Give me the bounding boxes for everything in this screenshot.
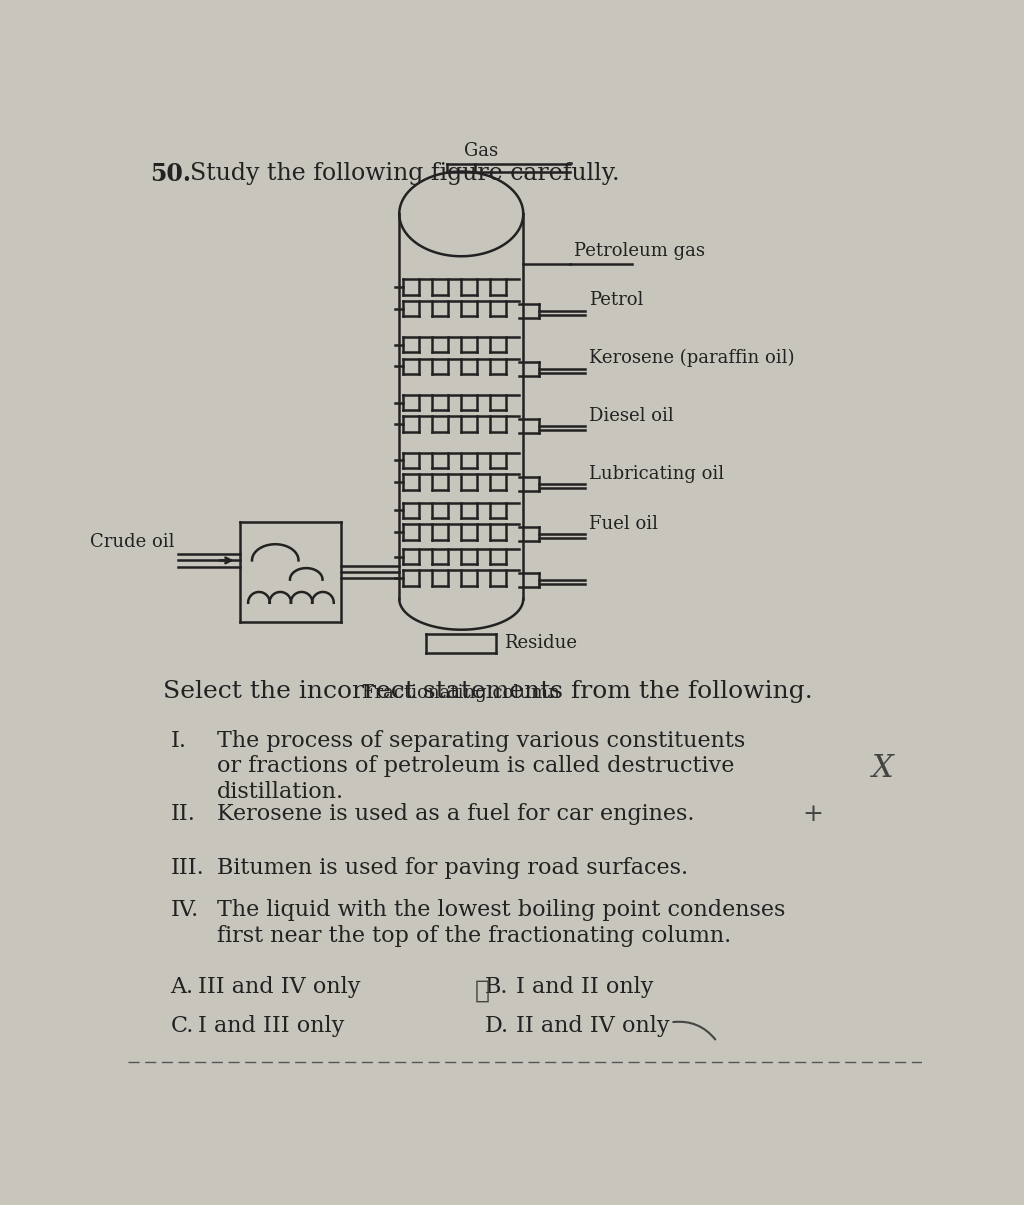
Text: Fuel oil: Fuel oil xyxy=(589,515,658,533)
Text: ✓: ✓ xyxy=(475,980,490,1003)
Text: X: X xyxy=(872,753,894,784)
Text: Select the incorrect statements from the following.: Select the incorrect statements from the… xyxy=(163,680,813,703)
Text: Diesel oil: Diesel oil xyxy=(589,407,674,425)
Text: I and III only: I and III only xyxy=(198,1015,344,1036)
Text: II and IV only: II and IV only xyxy=(515,1015,669,1036)
Text: D.: D. xyxy=(484,1015,509,1036)
Text: Fractionating column: Fractionating column xyxy=(362,683,560,701)
Text: I and II only: I and II only xyxy=(515,976,653,998)
Text: 50.: 50. xyxy=(150,161,190,186)
Text: Kerosene (paraffin oil): Kerosene (paraffin oil) xyxy=(589,349,795,368)
Text: II.: II. xyxy=(171,803,196,825)
Text: Bitumen is used for paving road surfaces.: Bitumen is used for paving road surfaces… xyxy=(217,857,688,878)
Text: III.: III. xyxy=(171,857,205,878)
Text: Study the following figure carefully.: Study the following figure carefully. xyxy=(190,161,620,184)
Text: The process of separating various constituents
or fractions of petroleum is call: The process of separating various consti… xyxy=(217,730,745,803)
Text: Residue: Residue xyxy=(504,634,577,652)
Text: I.: I. xyxy=(171,730,186,752)
Text: A.: A. xyxy=(171,976,194,998)
Text: Petroleum gas: Petroleum gas xyxy=(573,242,705,260)
Text: III and IV only: III and IV only xyxy=(198,976,360,998)
Text: B.: B. xyxy=(484,976,508,998)
Text: Gas: Gas xyxy=(464,142,498,160)
Text: Lubricating oil: Lubricating oil xyxy=(589,465,724,483)
Text: C.: C. xyxy=(171,1015,194,1036)
Text: IV.: IV. xyxy=(171,899,199,921)
Text: Kerosene is used as a fuel for car engines.: Kerosene is used as a fuel for car engin… xyxy=(217,803,694,825)
Text: The liquid with the lowest boiling point condenses
first near the top of the fra: The liquid with the lowest boiling point… xyxy=(217,899,785,947)
Text: Crude oil: Crude oil xyxy=(90,534,174,552)
Text: Petrol: Petrol xyxy=(589,292,643,310)
Text: +: + xyxy=(802,803,823,825)
